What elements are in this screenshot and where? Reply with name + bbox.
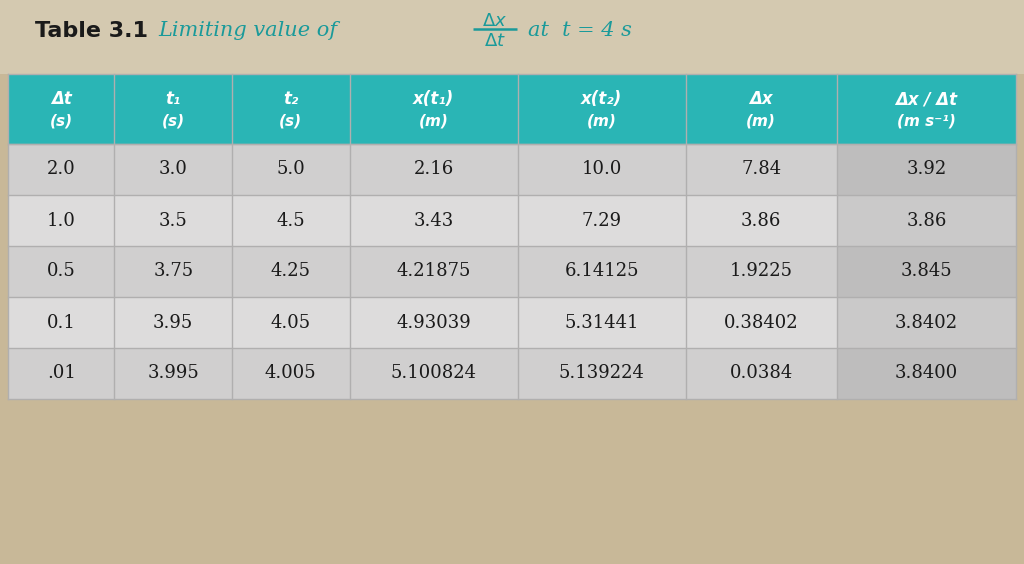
Text: 3.86: 3.86 (741, 212, 781, 230)
Bar (8, 348, 115, 399)
Text: .01: .01 (47, 364, 76, 382)
Text: 5.31441: 5.31441 (564, 314, 639, 332)
Text: (s): (s) (49, 113, 73, 129)
Text: 3.75: 3.75 (154, 262, 194, 280)
Bar (517, 348, 686, 399)
Bar (115, 144, 232, 195)
Text: 0.0384: 0.0384 (729, 364, 793, 382)
Text: Δx: Δx (750, 90, 773, 108)
Text: 3.92: 3.92 (906, 161, 946, 178)
Text: 2.0: 2.0 (47, 161, 76, 178)
Text: 4.93039: 4.93039 (396, 314, 471, 332)
Text: t₁: t₁ (166, 90, 181, 108)
Bar (349, 195, 517, 246)
Text: 3.8402: 3.8402 (895, 314, 958, 332)
Text: 4.25: 4.25 (270, 262, 311, 280)
Bar (115, 74, 232, 144)
Text: (m): (m) (587, 113, 616, 129)
Text: Limiting value of: Limiting value of (158, 21, 337, 41)
Bar (517, 74, 686, 144)
Bar (686, 74, 837, 144)
Bar (115, 195, 232, 246)
Text: 5.0: 5.0 (276, 161, 305, 178)
Bar (349, 348, 517, 399)
Text: $\Delta t$: $\Delta t$ (484, 32, 506, 50)
Text: at  t = 4 s: at t = 4 s (528, 21, 632, 41)
Text: 5.139224: 5.139224 (559, 364, 644, 382)
Text: t₂: t₂ (284, 90, 298, 108)
Text: 3.845: 3.845 (900, 262, 952, 280)
Text: $\Delta x$: $\Delta x$ (482, 12, 508, 30)
Text: 1.0: 1.0 (47, 212, 76, 230)
Bar (115, 246, 232, 297)
Text: Δt: Δt (51, 90, 72, 108)
Bar (8, 195, 115, 246)
Bar (837, 297, 1016, 348)
Bar (232, 348, 349, 399)
Bar (686, 195, 837, 246)
Bar (349, 297, 517, 348)
Text: 4.21875: 4.21875 (396, 262, 471, 280)
Text: 3.995: 3.995 (147, 364, 199, 382)
Bar (517, 144, 686, 195)
Text: (s): (s) (280, 113, 302, 129)
Bar (0, 0, 1024, 74)
Bar (686, 246, 837, 297)
Text: 3.8400: 3.8400 (895, 364, 958, 382)
Text: 3.95: 3.95 (153, 314, 194, 332)
Text: 10.0: 10.0 (582, 161, 622, 178)
Text: x(t₂): x(t₂) (581, 90, 623, 108)
Text: 5.100824: 5.100824 (390, 364, 476, 382)
Bar (837, 144, 1016, 195)
Bar (837, 195, 1016, 246)
Text: 0.1: 0.1 (47, 314, 76, 332)
Text: 3.43: 3.43 (414, 212, 454, 230)
Text: 4.5: 4.5 (276, 212, 305, 230)
Bar (517, 195, 686, 246)
Bar (232, 246, 349, 297)
Text: 7.84: 7.84 (741, 161, 781, 178)
Text: 0.38402: 0.38402 (724, 314, 799, 332)
Text: 7.29: 7.29 (582, 212, 622, 230)
Text: Table 3.1: Table 3.1 (35, 21, 148, 41)
Bar (232, 195, 349, 246)
Text: 4.005: 4.005 (265, 364, 316, 382)
Bar (115, 297, 232, 348)
Text: 3.86: 3.86 (906, 212, 946, 230)
Bar (517, 246, 686, 297)
Bar (349, 74, 517, 144)
Text: 4.05: 4.05 (270, 314, 311, 332)
Bar (837, 246, 1016, 297)
Text: (m): (m) (419, 113, 449, 129)
Bar (837, 74, 1016, 144)
Text: 3.5: 3.5 (159, 212, 187, 230)
Bar (686, 348, 837, 399)
Text: x(t₁): x(t₁) (413, 90, 455, 108)
Bar (8, 74, 115, 144)
Bar (349, 246, 517, 297)
Text: 3.0: 3.0 (159, 161, 187, 178)
Text: 1.9225: 1.9225 (730, 262, 793, 280)
Bar (232, 297, 349, 348)
Text: 2.16: 2.16 (414, 161, 454, 178)
Text: (s): (s) (162, 113, 184, 129)
Text: 6.14125: 6.14125 (564, 262, 639, 280)
Bar (115, 348, 232, 399)
Bar (837, 348, 1016, 399)
Bar (8, 297, 115, 348)
Bar (8, 144, 115, 195)
Bar (686, 297, 837, 348)
Bar (517, 297, 686, 348)
Bar (232, 74, 349, 144)
Text: Δx / Δt: Δx / Δt (895, 90, 957, 108)
Bar (686, 144, 837, 195)
Bar (8, 246, 115, 297)
Text: 0.5: 0.5 (47, 262, 76, 280)
Bar (349, 144, 517, 195)
Bar (232, 144, 349, 195)
Text: (m s⁻¹): (m s⁻¹) (897, 113, 955, 129)
Text: (m): (m) (746, 113, 776, 129)
